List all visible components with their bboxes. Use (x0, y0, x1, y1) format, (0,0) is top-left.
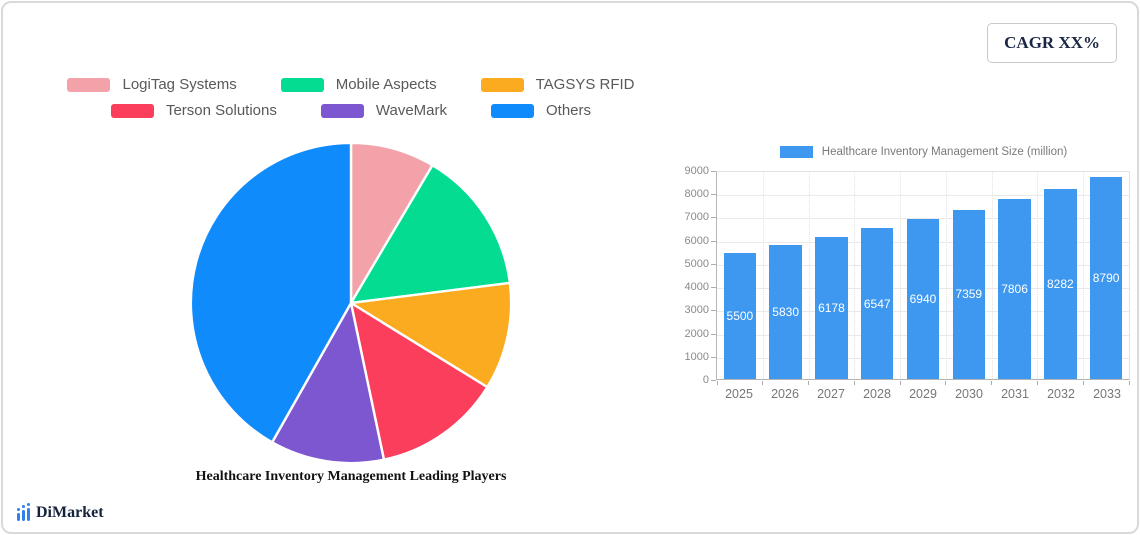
bar-legend-swatch (779, 146, 813, 158)
legend-swatch (280, 77, 324, 92)
bar-value-label: 8282 (1046, 276, 1074, 291)
bar-value-label: 5500 (726, 308, 754, 323)
legend-swatch (67, 77, 111, 92)
bar[interactable]: 5500 (723, 252, 757, 379)
pie-svg (189, 141, 513, 465)
y-axis-tick-label: 6000 (684, 234, 709, 247)
pie-legend: LogiTag Systems Mobile Aspects TAGSYS RFID… (51, 76, 651, 119)
y-axis-tick-label: 8000 (684, 188, 709, 201)
legend-swatch (320, 103, 364, 118)
pie-legend-item[interactable]: LogiTag Systems (67, 76, 237, 93)
y-axis-tick-label: 7000 (684, 211, 709, 224)
bar-value-label: 6178 (818, 300, 845, 315)
legend-swatch (110, 103, 154, 118)
legend-label: Mobile Aspects (335, 76, 437, 93)
bar[interactable]: 7806 (998, 199, 1031, 379)
legend-swatch (491, 103, 534, 118)
bar[interactable]: 8790 (1089, 176, 1123, 379)
bar-value-label: 8790 (1092, 270, 1120, 285)
bar-value-label: 7359 (955, 287, 983, 302)
brand-logo[interactable]: DiMarket (17, 503, 104, 522)
cagr-badge[interactable]: CAGR XX% (987, 23, 1117, 63)
x-axis-tick-label: 2027 (817, 387, 845, 401)
pie-slice[interactable] (349, 301, 489, 461)
pie-slice[interactable] (349, 141, 434, 305)
bar-legend-label: Healthcare Inventory Management Size (mi… (821, 146, 1068, 158)
legend-label: Terson Solutions (165, 102, 277, 119)
bar[interactable]: 8282 (1044, 188, 1077, 379)
legend-label: TAGSYS RFID (535, 76, 635, 93)
x-axis-tick-label: 2025 (725, 387, 753, 401)
pie-chart-title: Healthcare Inventory Management Leading … (195, 469, 507, 484)
bar-chart-x-axis: 2025 2026 2027 2028 2029 2030 2031 2032 2033 (716, 387, 1130, 401)
x-axis-tick-label: 2030 (955, 387, 983, 401)
bar[interactable]: 6940 (906, 219, 940, 379)
bar-chart-icon (17, 503, 30, 522)
bar[interactable]: 5830 (769, 244, 802, 379)
bar-chart-y-axis: 0 1000 2000 3000 4000 5000 6000 7000 8000 9000 (681, 165, 716, 386)
bar[interactable]: 6547 (860, 228, 894, 379)
legend-label: LogiTag Systems (122, 76, 237, 93)
y-axis-tick-label: 2000 (684, 327, 709, 340)
cagr-label: CAGR XX% (1004, 33, 1100, 52)
x-axis-tick-label: 2031 (1001, 387, 1029, 401)
brand-name: DiMarket (36, 504, 104, 521)
y-axis-tick-label: 0 (702, 374, 709, 386)
y-axis-tick-label: 1000 (684, 350, 709, 363)
bar-value-label: 6547 (863, 296, 891, 311)
bar-chart: Healthcare Inventory Management Size (mi… (681, 143, 1131, 401)
bar-value-label: 6940 (909, 292, 937, 307)
bar[interactable]: 7359 (952, 209, 986, 379)
x-axis-tick-label: 2028 (863, 387, 891, 401)
pie-slice[interactable] (349, 163, 512, 305)
bar-chart-plot-area: 5500 5830 6178 6547 6940 7359 7806 8282 8790 (716, 171, 1130, 385)
pie-legend-item[interactable]: Mobile Aspects (280, 76, 437, 93)
y-axis-tick-label: 5000 (684, 257, 709, 270)
pie-legend-item[interactable]: Others (491, 102, 591, 119)
pie-legend-item[interactable]: TAGSYS RFID (480, 76, 635, 93)
x-axis-tick-label: 2029 (909, 387, 937, 401)
pie-slice[interactable] (189, 141, 353, 444)
y-axis-tick-label: 9000 (684, 165, 709, 177)
pie-legend-item[interactable]: WaveMark (320, 102, 447, 119)
pie-chart (186, 138, 516, 468)
legend-swatch (480, 77, 524, 92)
bar[interactable]: 6178 (815, 236, 848, 379)
x-axis-tick-label: 2033 (1093, 387, 1121, 401)
legend-label: WaveMark (375, 102, 447, 119)
y-axis-tick-label: 4000 (684, 281, 709, 294)
pie-slice[interactable] (270, 301, 386, 465)
y-axis-tick-label: 3000 (684, 304, 709, 317)
bar-chart-legend[interactable]: Healthcare Inventory Management Size (mi… (716, 143, 1131, 161)
pie-slice[interactable] (349, 281, 513, 389)
bar-value-label: 7806 (1001, 282, 1028, 297)
x-axis-tick-label: 2026 (771, 387, 799, 401)
x-axis-tick-label: 2032 (1047, 387, 1075, 401)
pie-legend-item[interactable]: Terson Solutions (110, 102, 277, 119)
bar-value-label: 5830 (772, 304, 799, 319)
legend-label: Others (546, 102, 592, 119)
